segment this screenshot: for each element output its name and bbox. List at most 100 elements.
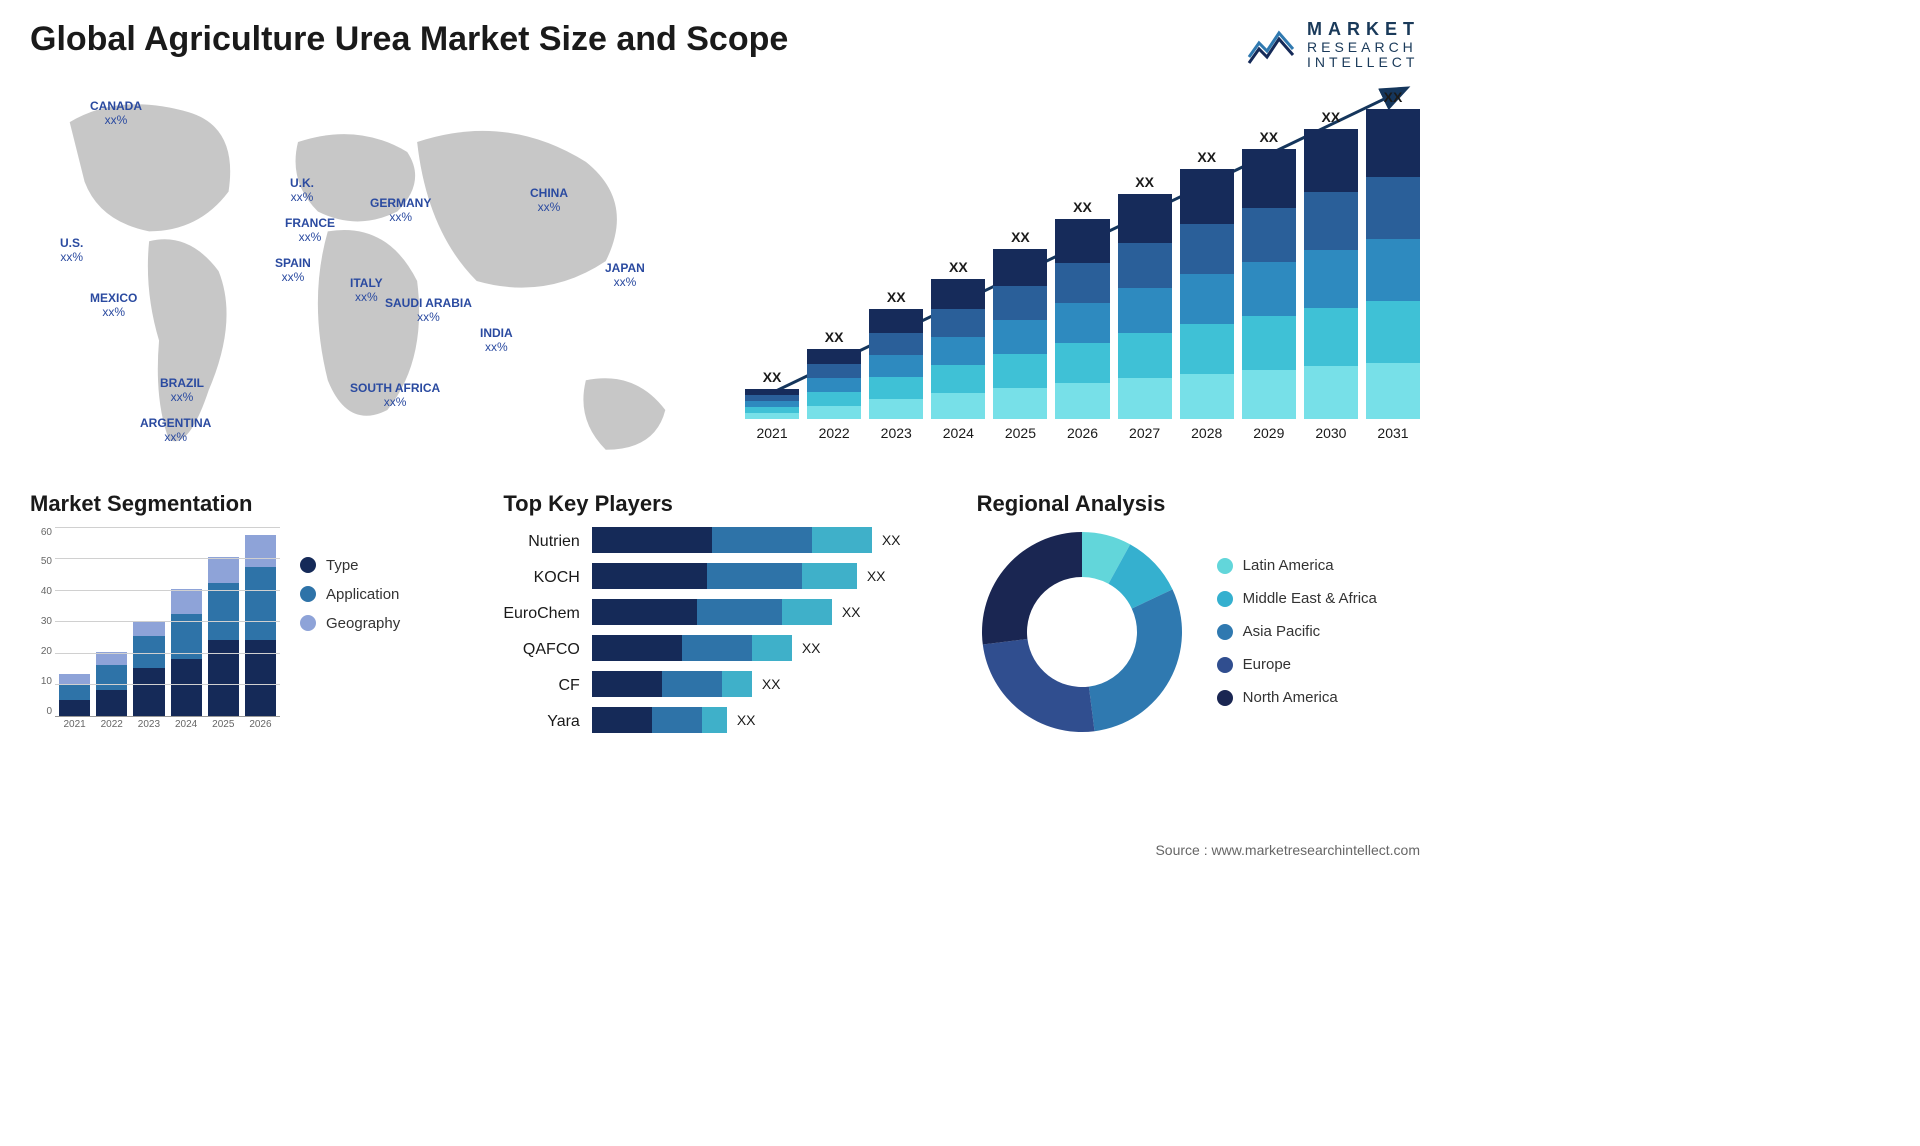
- growth-bar: XX2028: [1180, 149, 1234, 441]
- legend-swatch: [1217, 624, 1233, 640]
- country-value: xx%: [385, 310, 472, 324]
- map-country-label: U.S.xx%: [60, 236, 83, 265]
- bar-segment: [1055, 219, 1109, 263]
- bar-segment: [807, 392, 861, 406]
- player-name: QAFCO: [523, 637, 580, 663]
- growth-bar: XX 2024: [931, 259, 985, 441]
- key-players-title: Top Key Players: [503, 491, 946, 517]
- map-country-label: ARGENTINAxx%: [140, 416, 211, 445]
- segmentation-legend: TypeApplicationGeography: [300, 527, 400, 737]
- legend-swatch: [1217, 591, 1233, 607]
- country-value: xx%: [90, 113, 142, 127]
- legend-label: Middle East & Africa: [1243, 590, 1377, 607]
- bar-value-label: XX: [737, 712, 756, 728]
- logo-mark-icon: [1247, 25, 1297, 65]
- y-axis-tick: 50: [30, 556, 52, 567]
- country-value: xx%: [350, 290, 383, 304]
- bar-segment: [1366, 363, 1420, 419]
- country-name: SOUTH AFRICA: [350, 381, 440, 395]
- regional-panel: Regional Analysis Latin AmericaMiddle Ea…: [977, 491, 1420, 737]
- segmentation-bar: [59, 674, 90, 715]
- regional-legend: Latin America Middle East & Africa Asia Pa…: [1217, 557, 1377, 706]
- gridline: [55, 590, 280, 591]
- donut-slice: [1089, 589, 1182, 731]
- bar-segment: [931, 279, 985, 310]
- map-country-label: SOUTH AFRICAxx%: [350, 381, 440, 410]
- country-value: xx%: [160, 390, 204, 404]
- x-axis-label: 2031: [1377, 425, 1408, 441]
- legend-label: North America: [1243, 689, 1338, 706]
- bar-segment: [1304, 308, 1358, 366]
- gridline: [55, 653, 280, 654]
- bar-segment: [802, 563, 857, 589]
- x-axis-label: 2021: [756, 425, 787, 441]
- y-axis-tick: 60: [30, 527, 52, 538]
- map-country-label: JAPANxx%: [605, 261, 645, 290]
- bar-segment: [592, 707, 652, 733]
- world-map: CANADAxx%U.S.xx%MEXICOxx%BRAZILxx%ARGENT…: [30, 81, 705, 481]
- segmentation-bar: [208, 557, 239, 715]
- bar-segment: [59, 700, 90, 716]
- country-value: xx%: [530, 200, 568, 214]
- growth-bar: XX2030: [1304, 109, 1358, 441]
- bar-segment: [869, 309, 923, 333]
- bar-segment: [1118, 378, 1172, 419]
- legend-swatch: [300, 557, 316, 573]
- bar-segment: [1180, 324, 1234, 374]
- legend-label: Europe: [1243, 656, 1291, 673]
- map-country-label: MEXICOxx%: [90, 291, 137, 320]
- bar-value-label: XX: [763, 369, 782, 385]
- growth-chart: XX2021XX2022XX2023XX2024XX2025XX2026XX20…: [745, 81, 1420, 481]
- bar-segment: [133, 621, 164, 637]
- legend-item: Europe: [1217, 656, 1377, 673]
- bar-segment: [707, 563, 802, 589]
- bar-segment: [807, 364, 861, 378]
- bar-segment: [592, 527, 712, 553]
- bar-segment: [59, 684, 90, 700]
- legend-item: Asia Pacific: [1217, 623, 1377, 640]
- segmentation-chart: 6050403020100 202120222023202420252026: [30, 527, 280, 737]
- y-axis-tick: 40: [30, 586, 52, 597]
- bar-segment: [1242, 262, 1296, 316]
- map-country-label: CHINAxx%: [530, 186, 568, 215]
- bar-value-label: XX: [1259, 129, 1278, 145]
- x-axis-label: 2028: [1191, 425, 1222, 441]
- country-value: xx%: [370, 210, 431, 224]
- bar-segment: [812, 527, 872, 553]
- bar-segment: [869, 333, 923, 355]
- bar-segment: [807, 406, 861, 419]
- legend-item: Geography: [300, 615, 400, 632]
- x-axis-label: 2021: [59, 719, 90, 737]
- x-axis-label: 2026: [245, 719, 276, 737]
- player-row: XX: [592, 707, 947, 733]
- segmentation-title: Market Segmentation: [30, 491, 473, 517]
- bar-segment: [1180, 274, 1234, 324]
- map-country-label: CANADAxx%: [90, 99, 142, 128]
- legend-label: Latin America: [1243, 557, 1334, 574]
- country-value: xx%: [350, 395, 440, 409]
- player-name: Yara: [547, 709, 580, 735]
- country-name: SAUDI ARABIA: [385, 296, 472, 310]
- bar-segment: [1242, 316, 1296, 370]
- bar-segment: [1366, 109, 1420, 177]
- bar-value-label: XX: [949, 259, 968, 275]
- bar-value-label: XX: [1073, 199, 1092, 215]
- gridline: [55, 684, 280, 685]
- bar-segment: [807, 378, 861, 392]
- legend-swatch: [300, 615, 316, 631]
- x-axis-label: 2024: [943, 425, 974, 441]
- bar-segment: [993, 388, 1047, 419]
- player-name: EuroChem: [503, 601, 579, 627]
- bar-value-label: XX: [842, 604, 861, 620]
- country-name: ITALY: [350, 276, 383, 290]
- segmentation-bar: [245, 535, 276, 715]
- bar-segment: [931, 309, 985, 337]
- bar-segment: [869, 355, 923, 377]
- x-axis-label: 2026: [1067, 425, 1098, 441]
- bar-segment: [96, 652, 127, 665]
- map-country-label: SPAINxx%: [275, 256, 311, 285]
- map-country-label: INDIAxx%: [480, 326, 513, 355]
- country-value: xx%: [285, 230, 335, 244]
- bar-value-label: XX: [867, 568, 886, 584]
- bar-value-label: XX: [1135, 174, 1154, 190]
